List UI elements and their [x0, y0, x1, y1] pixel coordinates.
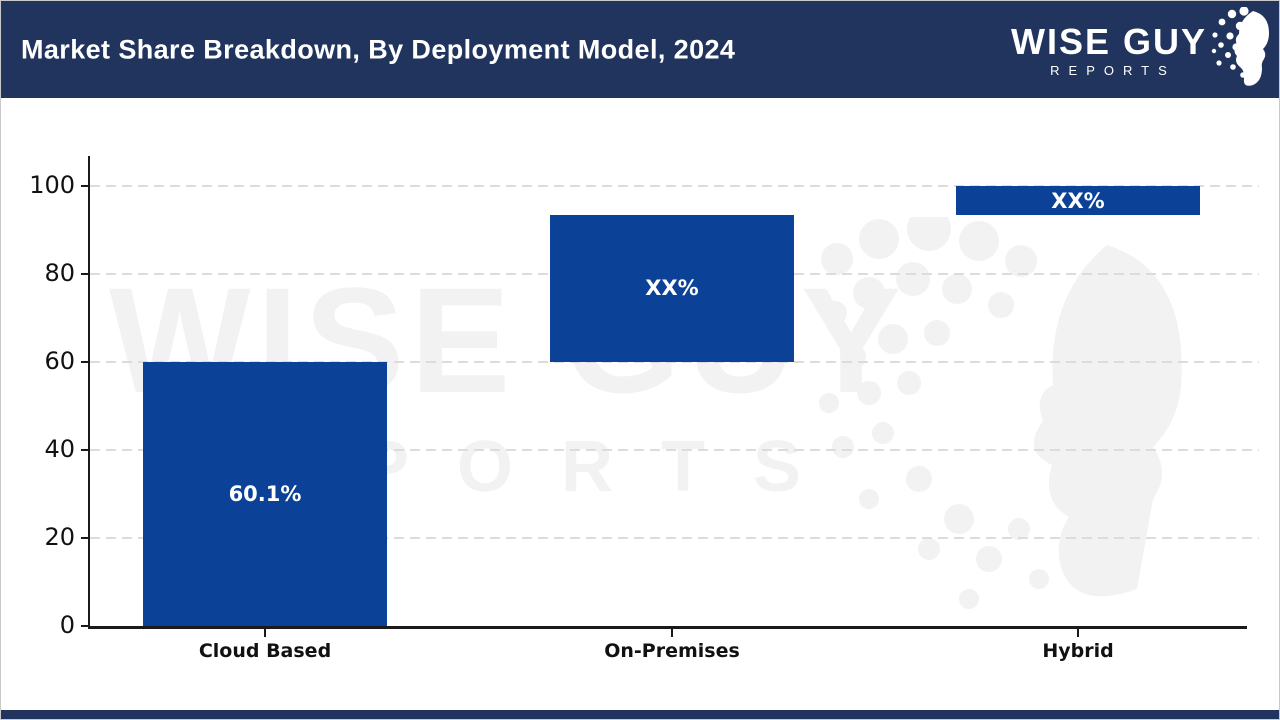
- y-tick-100: [81, 185, 89, 188]
- logo-subtitle: REPORTS: [1050, 62, 1176, 78]
- y-tick-0: [81, 625, 89, 627]
- y-tick-60: [81, 361, 89, 364]
- bar-value-label: 60.1%: [228, 481, 302, 506]
- y-tick-80: [81, 273, 89, 276]
- gridline-20: [90, 537, 1259, 540]
- y-tick-label-20: 20: [44, 523, 75, 552]
- gridline-100: [90, 185, 1259, 188]
- x-tick-label-0: Cloud Based: [198, 640, 332, 662]
- gridline-60: [90, 361, 1259, 364]
- x-tick-label-1: On-Premises: [604, 640, 740, 662]
- logo-wordmark: WISE GUY: [1010, 21, 1207, 63]
- gridline-40: [90, 449, 1259, 452]
- y-tick-40: [81, 449, 89, 452]
- y-tick-20: [81, 537, 89, 540]
- logo-head-icon: [1211, 7, 1269, 86]
- header-bar: Market Share Breakdown, By Deployment Mo…: [1, 1, 1279, 98]
- chart-title: Market Share Breakdown, By Deployment Mo…: [21, 34, 736, 64]
- y-tick-label-40: 40: [44, 435, 75, 464]
- x-tick-2: [1077, 629, 1079, 637]
- y-tick-label-0: 0: [59, 611, 75, 639]
- bar-value-label: XX%: [1051, 188, 1105, 213]
- y-tick-label-60: 60: [44, 347, 75, 376]
- x-tick-label-2: Hybrid: [1042, 640, 1114, 662]
- bar-hybrid: XX%: [956, 186, 1200, 215]
- bar-on-premises: XX%: [550, 214, 794, 362]
- x-tick-1: [671, 629, 673, 637]
- logo-text: WISE GUY REPORTS: [1011, 22, 1207, 78]
- x-axis-line: [88, 626, 1247, 629]
- x-tick-0: [264, 629, 266, 637]
- footer-bar: [1, 710, 1279, 719]
- y-tick-label-80: 80: [44, 259, 75, 288]
- y-tick-label-100: 100: [29, 171, 75, 200]
- bar-cloud-based: 60.1%: [143, 361, 387, 626]
- wiseguy-logo: WISE GUY REPORTS: [1011, 5, 1271, 95]
- bar-value-label: XX%: [645, 276, 699, 301]
- watermark-head-icon: [819, 217, 1182, 609]
- y-axis-line: [88, 156, 90, 629]
